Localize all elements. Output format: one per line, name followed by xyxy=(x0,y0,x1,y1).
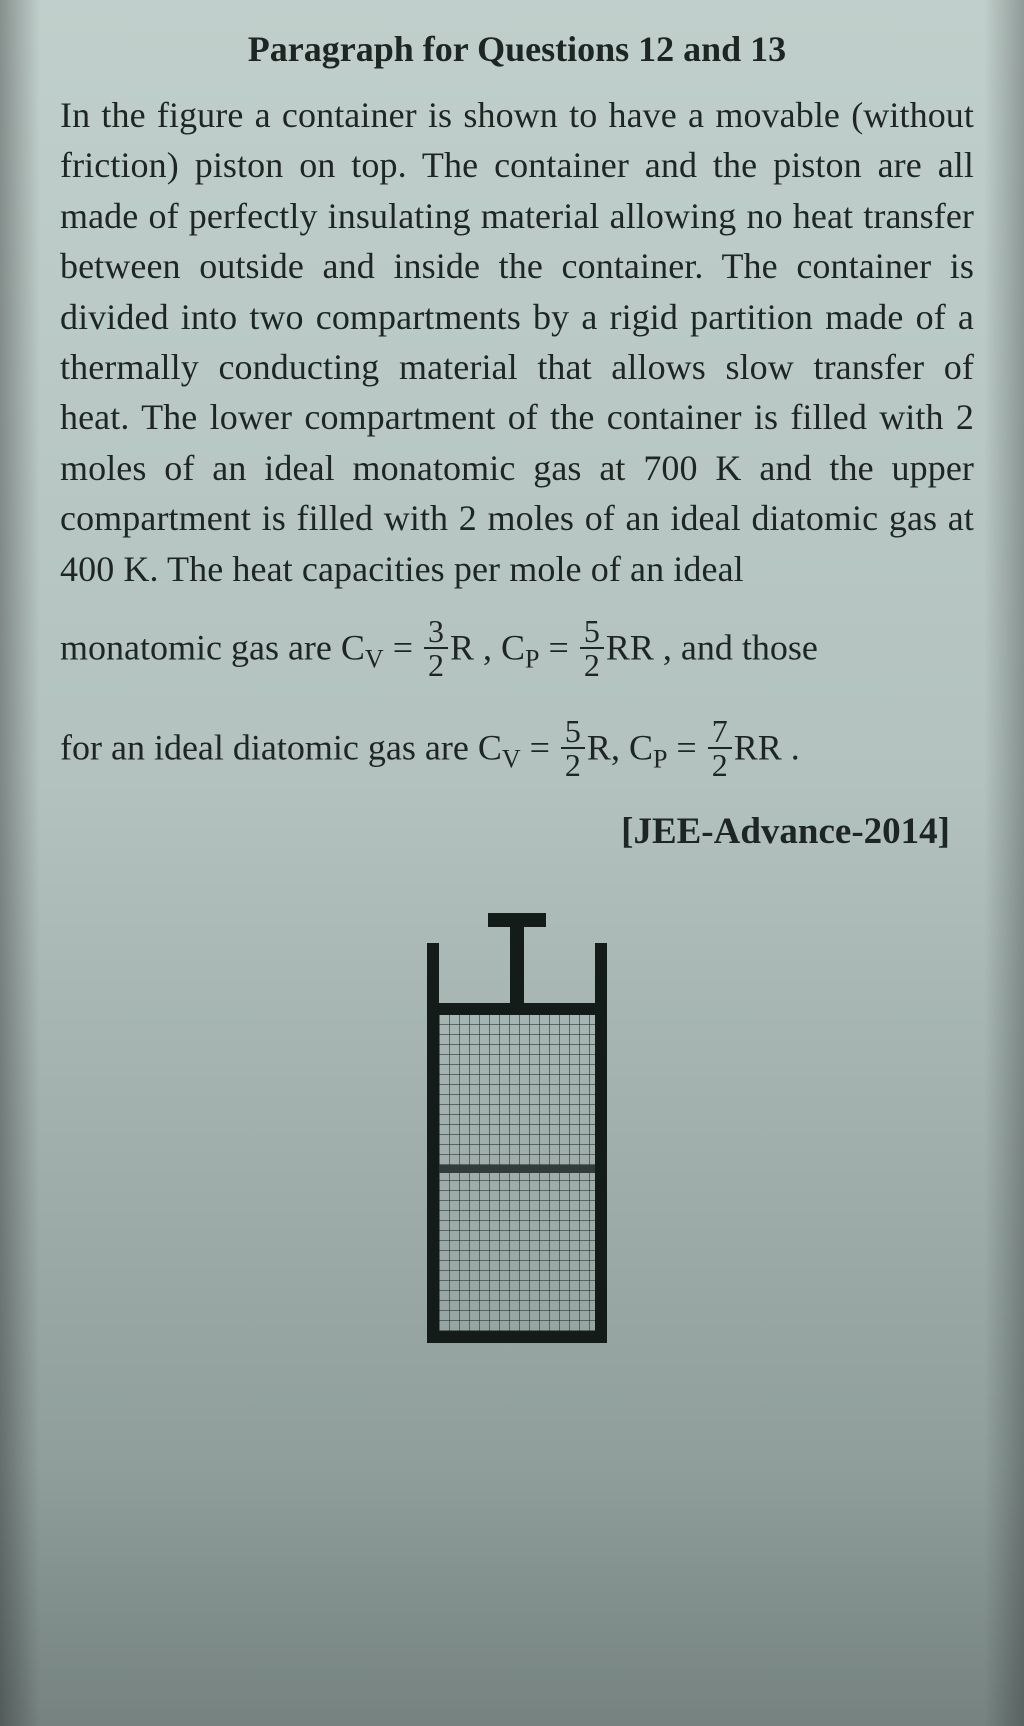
page: Paragraph for Questions 12 and 13 In the… xyxy=(0,0,1024,1726)
eq1-frac-1: 32 xyxy=(424,615,448,681)
eq2-frac-2: 72 xyxy=(708,715,732,781)
eq2-sub-v: V xyxy=(502,744,521,773)
eq2-tail: R . xyxy=(758,727,800,767)
eq2-den1: 2 xyxy=(561,749,585,781)
eq1-tail: R , and those xyxy=(630,627,818,667)
eq1-num2: 5 xyxy=(580,615,604,649)
wall-bottom xyxy=(427,1331,607,1343)
eq2-sep: , C xyxy=(611,727,653,767)
eq2-num1: 5 xyxy=(561,715,585,749)
eq2-den2: 2 xyxy=(708,749,732,781)
eq2-lead: for an ideal diatomic gas are C xyxy=(60,727,502,767)
eq1-r1: R xyxy=(450,627,474,667)
eq2-frac-1: 52 xyxy=(561,715,585,781)
rigid-partition xyxy=(439,1165,595,1173)
eq2-num2: 7 xyxy=(708,715,732,749)
eq1-sep: , C xyxy=(474,627,525,667)
eq2-r1: R xyxy=(587,727,611,767)
upper-compartment xyxy=(439,1015,595,1165)
diatomic-capacities-line: for an ideal diatomic gas are CV = 52R, … xyxy=(60,718,974,784)
wall-right xyxy=(595,943,607,1343)
eq2-sub-p: P xyxy=(653,744,667,773)
eq2-eq-b: = xyxy=(667,727,705,767)
eq2-r2: R xyxy=(734,727,758,767)
lower-compartment xyxy=(439,1173,595,1331)
eq1-den1: 2 xyxy=(424,649,448,681)
body-paragraph: In the figure a container is shown to ha… xyxy=(60,90,974,594)
eq1-lead: monatomic gas are C xyxy=(60,627,365,667)
hatch-lower xyxy=(439,1173,595,1331)
source-citation: [JEE-Advance-2014] xyxy=(60,810,974,853)
eq1-den2: 2 xyxy=(580,649,604,681)
eq1-frac-2: 52 xyxy=(580,615,604,681)
monatomic-capacities-line: monatomic gas are CV = 32R , CP = 52RR ,… xyxy=(60,618,974,684)
figure-container xyxy=(60,913,974,1343)
eq1-num1: 3 xyxy=(424,615,448,649)
eq1-eq-a: = xyxy=(384,627,422,667)
eq2-eq-a: = xyxy=(521,727,559,767)
hatch-upper xyxy=(439,1015,595,1165)
eq1-sub-v: V xyxy=(365,644,384,673)
eq1-r2: R xyxy=(606,627,630,667)
eq1-sub-p: P xyxy=(525,644,539,673)
wall-left xyxy=(427,943,439,1343)
piston-plate xyxy=(439,1003,595,1015)
piston-container-diagram xyxy=(387,913,647,1343)
paragraph-heading: Paragraph for Questions 12 and 13 xyxy=(60,28,974,70)
piston-rod xyxy=(510,925,524,1005)
eq1-eq-b: = xyxy=(540,627,578,667)
